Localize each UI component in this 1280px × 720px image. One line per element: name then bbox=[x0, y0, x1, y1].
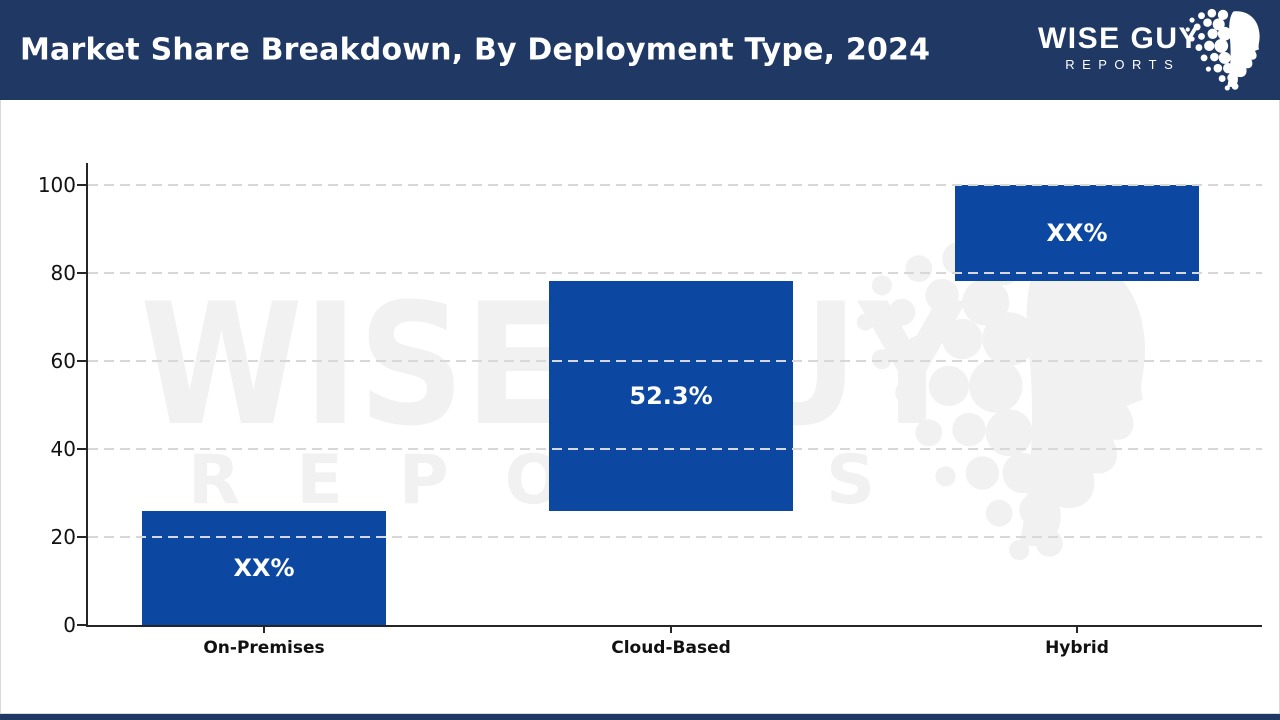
x-category-label: Hybrid bbox=[1045, 638, 1109, 658]
gridline-40 bbox=[88, 448, 1262, 450]
x-axis-line bbox=[86, 625, 1262, 627]
brand-name-text: WISE GUY bbox=[1037, 22, 1200, 55]
page-title: Market Share Breakdown, By Deployment Ty… bbox=[20, 32, 931, 68]
brand-subtitle-text: REPORTS bbox=[1065, 57, 1181, 72]
gridline-20 bbox=[88, 536, 1262, 538]
gridline-100 bbox=[88, 184, 1262, 186]
y-tick-label: 80 bbox=[50, 261, 76, 285]
y-axis-line bbox=[86, 163, 88, 627]
x-tick-mark bbox=[1076, 627, 1078, 633]
y-tick-mark bbox=[77, 448, 86, 450]
y-tick-mark bbox=[77, 272, 86, 274]
bar-on-premises bbox=[142, 511, 386, 625]
brand-wordmark: WISE GUY REPORTS bbox=[1038, 22, 1200, 72]
bar-value-label: XX% bbox=[1046, 218, 1108, 247]
y-tick-mark bbox=[77, 536, 86, 538]
x-tick-mark bbox=[670, 627, 672, 633]
y-tick-label: 100 bbox=[37, 173, 76, 197]
bar-cloud-based bbox=[549, 280, 793, 512]
x-category-label: On-Premises bbox=[203, 638, 325, 658]
y-tick-label: 20 bbox=[50, 525, 76, 549]
y-tick-mark bbox=[77, 360, 86, 362]
brand-face-icon bbox=[1185, 8, 1260, 91]
gridline-80 bbox=[88, 272, 1262, 274]
bar-value-label: XX% bbox=[233, 554, 295, 583]
header-bar: Market Share Breakdown, By Deployment Ty… bbox=[0, 0, 1280, 100]
x-tick-mark bbox=[263, 627, 265, 633]
gridline-60 bbox=[88, 360, 1262, 362]
y-tick-label: 60 bbox=[50, 349, 76, 373]
y-tick-mark bbox=[77, 184, 86, 186]
brand-logo: WISE GUY REPORTS bbox=[1016, 6, 1266, 94]
x-category-label: Cloud-Based bbox=[611, 638, 731, 658]
bar-value-label: 52.3% bbox=[629, 381, 713, 410]
y-tick-label: 0 bbox=[63, 613, 76, 637]
footer-bar bbox=[0, 713, 1280, 720]
y-tick-mark bbox=[77, 624, 86, 626]
y-tick-label: 40 bbox=[50, 437, 76, 461]
